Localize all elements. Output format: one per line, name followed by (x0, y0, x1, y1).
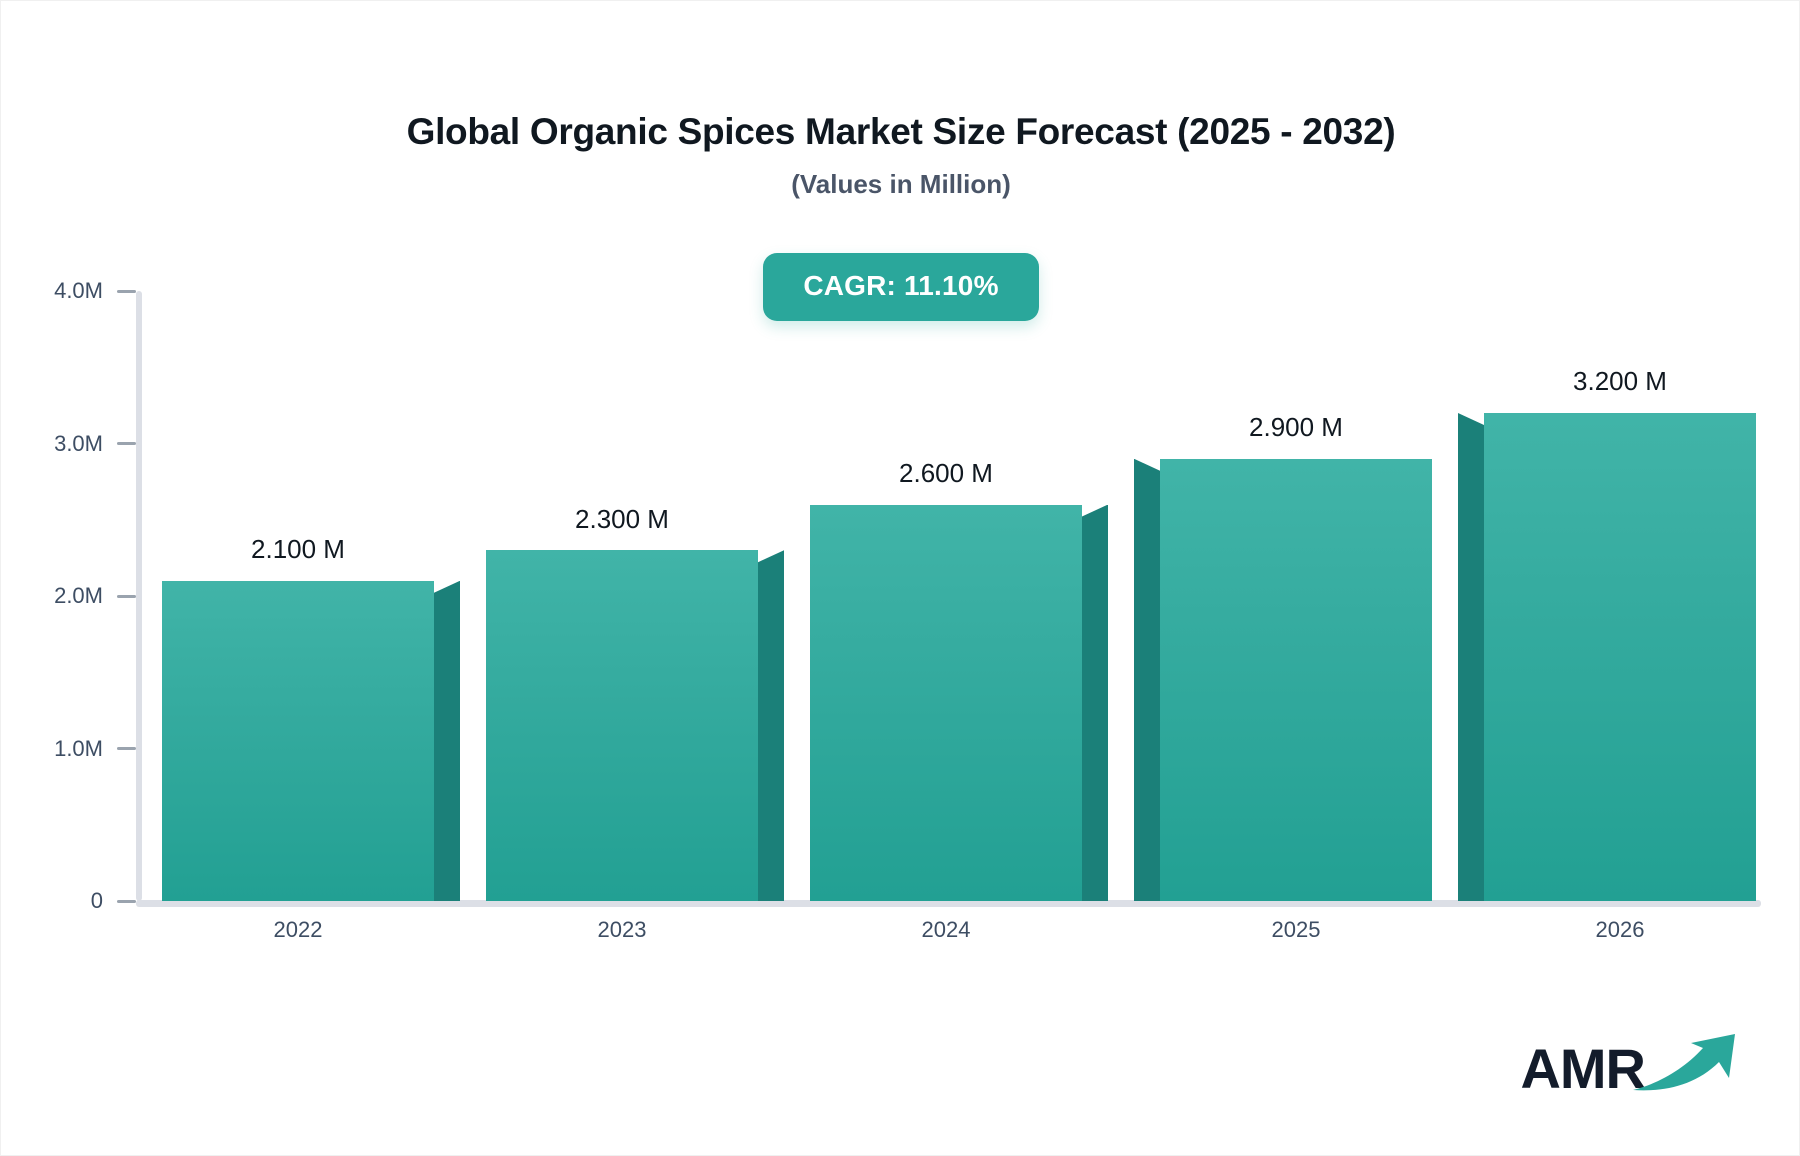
bar-slot-2025: 2.900 M 2025 (1134, 291, 1432, 942)
y-axis-line (136, 291, 142, 901)
plot-area: 0 1.0M 2.0M 3.0M 4.0M (54, 278, 1761, 942)
bar-value-label: 3.200 M (1573, 366, 1667, 396)
y-tick-mark-icon (117, 594, 136, 598)
x-tick-label-2022: 2022 (273, 917, 323, 942)
bar-face (1484, 413, 1756, 901)
y-tick-mark-icon (117, 289, 136, 293)
bar-face (162, 580, 434, 901)
y-tick-4: 4.0M (54, 278, 136, 303)
bar-value-label: 2.100 M (251, 534, 345, 564)
bar-2024[interactable] (810, 504, 1108, 901)
y-tick-mark-icon (117, 747, 136, 750)
bar-face (810, 504, 1082, 901)
bar-side-panel (1082, 504, 1108, 901)
x-tick-label-2025: 2025 (1271, 917, 1321, 942)
growth-arrow-icon (1631, 1032, 1741, 1101)
y-tick-label: 1.0M (54, 735, 103, 761)
x-axis-line (136, 900, 1761, 907)
bar-slot-2026: 3.200 M 2026 (1458, 291, 1756, 942)
y-tick-2: 2.0M (54, 583, 136, 608)
y-tick-1: 1.0M (54, 735, 136, 761)
x-tick-label-2026: 2026 (1595, 917, 1645, 942)
cagr-badge[interactable]: CAGR: 11.10% (763, 253, 1039, 321)
y-tick-label: 3.0M (54, 430, 103, 456)
y-tick-label: 2.0M (54, 583, 103, 608)
y-tick-3: 3.0M (54, 430, 136, 456)
bar-slot-2022: 2.100 M 2022 (162, 291, 460, 942)
bar-side-panel (758, 550, 784, 901)
y-tick-0: 0 (90, 888, 136, 913)
cagr-badge-container: CAGR: 11.10% (1, 253, 1800, 321)
bar-value-label: 2.600 M (899, 458, 993, 488)
x-tick-label-2023: 2023 (597, 917, 647, 942)
chart-title: Global Organic Spices Market Size Foreca… (406, 111, 1396, 152)
bar-side-panel (434, 580, 460, 901)
y-tick-mark-icon (117, 442, 136, 445)
amr-logo-text: AMR (1520, 1036, 1646, 1100)
bar-2026[interactable] (1458, 413, 1756, 901)
x-tick-label-2024: 2024 (921, 917, 971, 942)
bar-face (1160, 458, 1432, 901)
bar-2025[interactable] (1134, 458, 1432, 901)
bar-side-panel (1134, 458, 1160, 901)
bar-value-label: 2.900 M (1249, 412, 1343, 442)
amr-logo: AMR (1520, 1032, 1741, 1105)
y-tick-mark-icon (117, 899, 136, 903)
chart-header: Global Organic Spices Market Size Foreca… (1, 111, 1800, 199)
y-tick-label: 4.0M (54, 278, 103, 303)
bar-series: 2.100 M 2022 2.300 M 2023 2.600 M 20 (142, 291, 1761, 942)
bar-2022[interactable] (162, 580, 460, 901)
bar-face (486, 550, 758, 901)
y-axis-ticks: 0 1.0M 2.0M 3.0M 4.0M (1, 278, 136, 913)
bar-slot-2023: 2.300 M 2023 (486, 291, 784, 942)
bar-side-panel (1458, 413, 1484, 901)
chart-subtitle: (Values in Million) (791, 168, 1011, 199)
bar-2023[interactable] (486, 550, 784, 901)
bar-value-label: 2.300 M (575, 504, 669, 534)
bar-slot-2024: 2.600 M 2024 (810, 291, 1108, 942)
y-tick-label: 0 (90, 888, 103, 913)
